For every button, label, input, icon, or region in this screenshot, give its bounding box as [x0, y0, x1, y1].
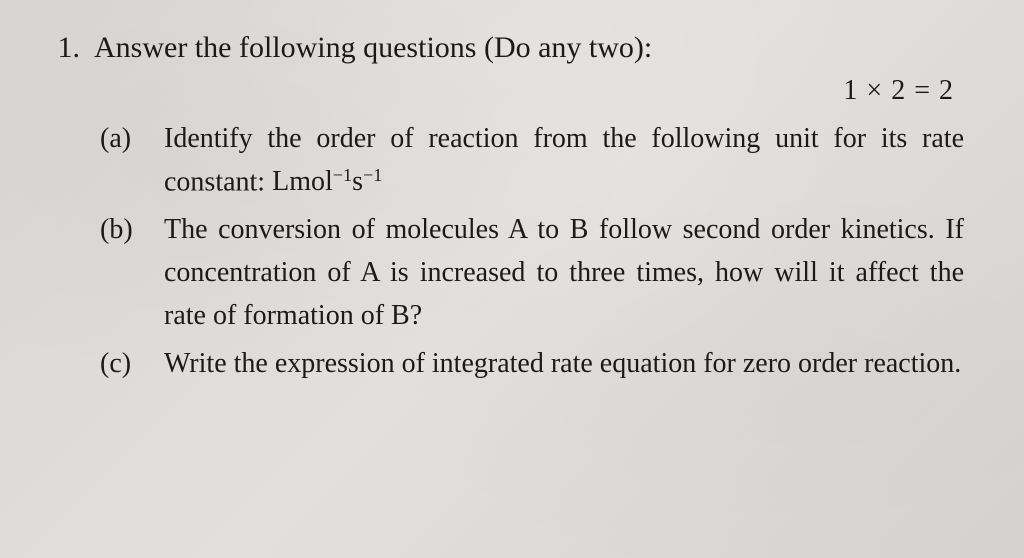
unit-mid: s [352, 166, 363, 197]
exam-page: 1. Answer the following questions (Do an… [0, 0, 1024, 409]
unit-exp2: −1 [363, 165, 382, 185]
question-number: 1. [50, 31, 80, 65]
sub-questions-list: (a) Identify the order of reaction from … [100, 117, 964, 386]
unit-prefix: Lmol [272, 166, 333, 197]
sub-question-c: (c) Write the expression of integrated r… [100, 342, 964, 385]
sub-text-c: Write the expression of integrated rate … [164, 342, 964, 385]
sub-label-b: (b) [100, 214, 148, 246]
sub-text-a: Identify the order of reaction from the … [164, 117, 964, 204]
rate-constant-unit: Lmol−1s−1 [272, 166, 382, 197]
unit-exp1: −1 [333, 165, 352, 185]
sub-label-a: (a) [100, 123, 148, 155]
sub-label-c: (c) [100, 348, 148, 380]
marks-allocation: 1 × 2 = 2 [50, 75, 954, 107]
sub-question-b: (b) The conversion of molecules A to B f… [100, 208, 964, 338]
question-header-row: 1. Answer the following questions (Do an… [50, 28, 964, 69]
sub-question-a: (a) Identify the order of reaction from … [100, 117, 964, 204]
question-title: Answer the following questions (Do any t… [94, 28, 652, 69]
sub-text-b: The conversion of molecules A to B follo… [164, 208, 964, 338]
